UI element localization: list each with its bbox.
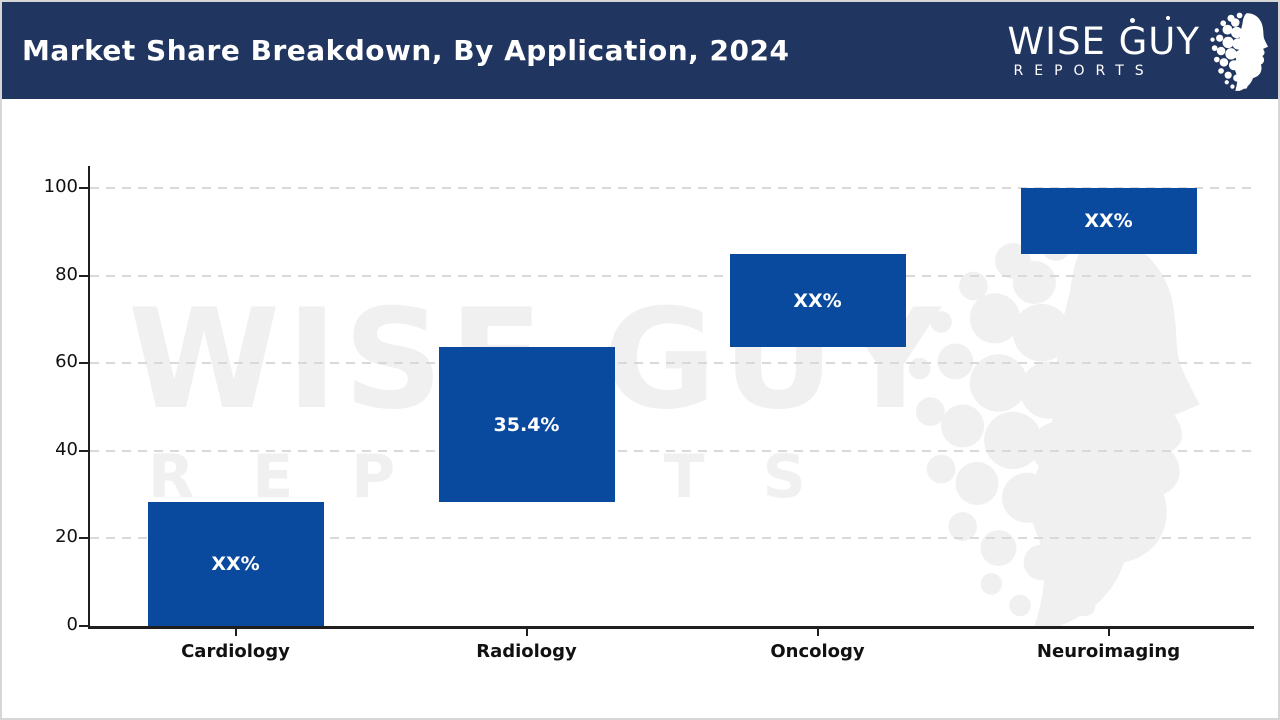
- bar-neuroimaging: XX%: [1020, 188, 1197, 254]
- y-gridline: [90, 362, 1254, 365]
- y-axis-spine: [88, 166, 90, 629]
- x-axis-tickmark: [234, 629, 237, 636]
- y-axis-tickmark: [79, 537, 88, 540]
- bar-oncology: XX%: [729, 253, 906, 348]
- y-axis-tick-label: 60: [55, 351, 78, 373]
- y-axis-tick-label: 40: [55, 438, 78, 460]
- logo-subtitle: REPORTS: [1013, 63, 1155, 79]
- y-axis-tick-label: 20: [55, 526, 78, 548]
- bar-value-label: XX%: [211, 553, 260, 576]
- bar-cardiology: XX%: [147, 502, 324, 626]
- logo-dot: [1129, 18, 1135, 23]
- y-axis-tickmark: [79, 449, 88, 452]
- bar-radiology: 35.4%: [438, 347, 615, 503]
- y-axis-tickmark: [79, 187, 88, 189]
- y-gridline: [90, 187, 1254, 189]
- logo-wordmark: WISE GUY: [1007, 20, 1200, 63]
- x-axis-category-label: Radiology: [476, 641, 577, 662]
- logo-dot: [1165, 16, 1170, 20]
- x-axis-category-label: Neuroimaging: [1036, 641, 1181, 662]
- logo-text: WISE GUY REPORTS: [1007, 16, 1200, 79]
- y-gridline: [90, 274, 1254, 277]
- bar-value-label: XX%: [1084, 209, 1133, 232]
- page-title: Market Share Breakdown, By Application, …: [22, 34, 790, 67]
- header-bar: Market Share Breakdown, By Application, …: [2, 2, 1278, 99]
- x-axis-category-label: Cardiology: [181, 641, 290, 662]
- x-axis-tickmark: [816, 629, 819, 636]
- y-axis-tickmark: [79, 274, 88, 277]
- bar-value-label: XX%: [793, 289, 842, 312]
- x-axis-spine: [88, 626, 1254, 629]
- y-axis-tick-label: 100: [43, 176, 78, 197]
- y-axis-tickmark: [79, 625, 88, 627]
- x-axis-tickmark: [525, 629, 528, 636]
- y-axis-tickmark: [79, 362, 88, 365]
- x-axis-category-label: Oncology: [770, 641, 865, 662]
- logo-head-icon: [1210, 12, 1268, 91]
- y-gridline: [90, 537, 1254, 540]
- y-axis-tick-label: 0: [66, 614, 78, 635]
- x-axis-tickmark: [1107, 629, 1110, 636]
- y-axis-tick-label: 80: [55, 263, 78, 285]
- wise-guy-logo: WISE GUY REPORTS: [1008, 7, 1268, 95]
- bar-value-label: 35.4%: [493, 413, 560, 436]
- y-gridline: [90, 449, 1254, 452]
